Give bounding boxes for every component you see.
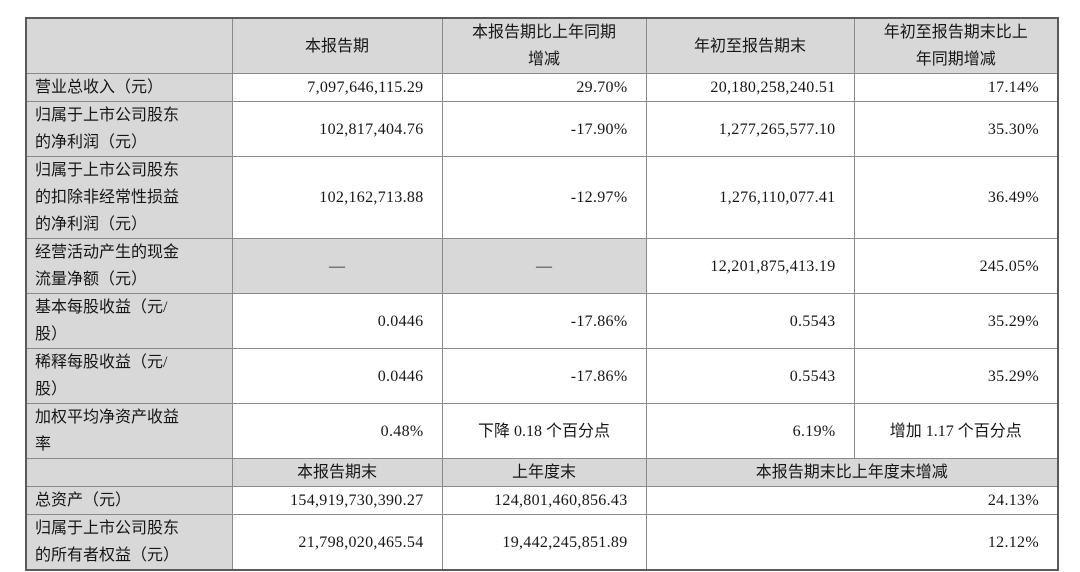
value-cell: 102,162,713.88 (231, 156, 443, 239)
header-row: 本报告期 本报告期比上年同期 增减 年初至报告期末 年初至报告期末比上 年同期增减 (25, 17, 1059, 74)
row-label: 稀释每股收益（元/ 股） (25, 348, 233, 404)
value-cell: — (441, 238, 647, 294)
row-label: 归属于上市公司股东 的所有者权益（元） (25, 514, 233, 571)
header-row: 本报告期末 上年度末 本报告期末比上年度末增减 (25, 458, 1059, 487)
value-cell: 124,801,460,856.43 (441, 486, 647, 515)
value-cell: 35.29% (853, 348, 1059, 404)
value-cell: 245.05% (853, 238, 1059, 294)
value-cell: 0.5543 (645, 293, 855, 349)
row-label: 基本每股收益（元/ 股） (25, 293, 233, 349)
value-cell: -17.86% (441, 348, 647, 404)
value-cell: 0.48% (231, 403, 443, 459)
header-corner-cell (25, 17, 233, 74)
financial-summary-table-body: 本报告期 本报告期比上年同期 增减 年初至报告期末 年初至报告期末比上 年同期增减 营业… (25, 17, 1059, 571)
header-cell: 本报告期末比上年度末增减 (645, 458, 1059, 487)
header-cell: 本报告期 (231, 17, 443, 74)
value-cell: 下降 0.18 个百分点 (441, 403, 647, 459)
value-cell: 0.0446 (231, 348, 443, 404)
value-cell: 17.14% (853, 73, 1059, 102)
row-label: 归属于上市公司股东 的净利润（元） (25, 101, 233, 157)
value-cell: 1,276,110,077.41 (645, 156, 855, 239)
value-cell: 7,097,646,115.29 (231, 73, 443, 102)
value-cell: — (231, 238, 443, 294)
value-cell: 35.30% (853, 101, 1059, 157)
value-cell: 29.70% (441, 73, 647, 102)
header-cell: 年初至报告期末比上 年同期增减 (853, 17, 1059, 74)
value-cell: 0.0446 (231, 293, 443, 349)
table-row: 稀释每股收益（元/ 股） 0.0446 -17.86% 0.5543 35.29% (25, 348, 1059, 404)
value-cell: 24.13% (645, 486, 1059, 515)
table-row: 归属于上市公司股东 的所有者权益（元） 21,798,020,465.54 19,4… (25, 514, 1059, 571)
table-row: 加权平均净资产收益 率 0.48% 下降 0.18 个百分点 6.19% 增加 1.17… (25, 403, 1059, 459)
row-label: 经营活动产生的现金 流量净额（元） (25, 238, 233, 294)
value-cell: 1,277,265,577.10 (645, 101, 855, 157)
value-cell: -12.97% (441, 156, 647, 239)
value-cell: 20,180,258,240.51 (645, 73, 855, 102)
value-cell: 0.5543 (645, 348, 855, 404)
table-row: 归属于上市公司股东 的扣除非经常性损益 的净利润（元） 102,162,713.8… (25, 156, 1059, 239)
header-corner-cell (25, 458, 233, 487)
value-cell: 154,919,730,390.27 (231, 486, 443, 515)
header-cell: 年初至报告期末 (645, 17, 855, 74)
table-row: 营业总收入（元） 7,097,646,115.29 29.70% 20,180,258… (25, 73, 1059, 102)
row-label: 归属于上市公司股东 的扣除非经常性损益 的净利润（元） (25, 156, 233, 239)
value-cell: 19,442,245,851.89 (441, 514, 647, 571)
header-cell: 本报告期比上年同期 增减 (441, 17, 647, 74)
value-cell: 12,201,875,413.19 (645, 238, 855, 294)
value-cell: 102,817,404.76 (231, 101, 443, 157)
table-row: 归属于上市公司股东 的净利润（元） 102,817,404.76 -17.90% 1,… (25, 101, 1059, 157)
value-cell: 12.12% (645, 514, 1059, 571)
value-cell: 6.19% (645, 403, 855, 459)
row-label: 营业总收入（元） (25, 73, 233, 102)
table-row: 总资产（元） 154,919,730,390.27 124,801,460,856.… (25, 486, 1059, 515)
table-row: 基本每股收益（元/ 股） 0.0446 -17.86% 0.5543 35.29% (25, 293, 1059, 349)
table-row: 经营活动产生的现金 流量净额（元） — —12,201,875,413.19 245.… (25, 238, 1059, 294)
header-cell: 上年度末 (441, 458, 647, 487)
value-cell: 21,798,020,465.54 (231, 514, 443, 571)
row-label: 加权平均净资产收益 率 (25, 403, 233, 459)
value-cell: 增加 1.17 个百分点 (853, 403, 1059, 459)
value-cell: -17.90% (441, 101, 647, 157)
financial-summary-table: 本报告期 本报告期比上年同期 增减 年初至报告期末 年初至报告期末比上 年同期增减 营业… (25, 17, 1059, 571)
value-cell: -17.86% (441, 293, 647, 349)
row-label: 总资产（元） (25, 486, 233, 515)
header-cell: 本报告期末 (231, 458, 443, 487)
value-cell: 35.29% (853, 293, 1059, 349)
value-cell: 36.49% (853, 156, 1059, 239)
